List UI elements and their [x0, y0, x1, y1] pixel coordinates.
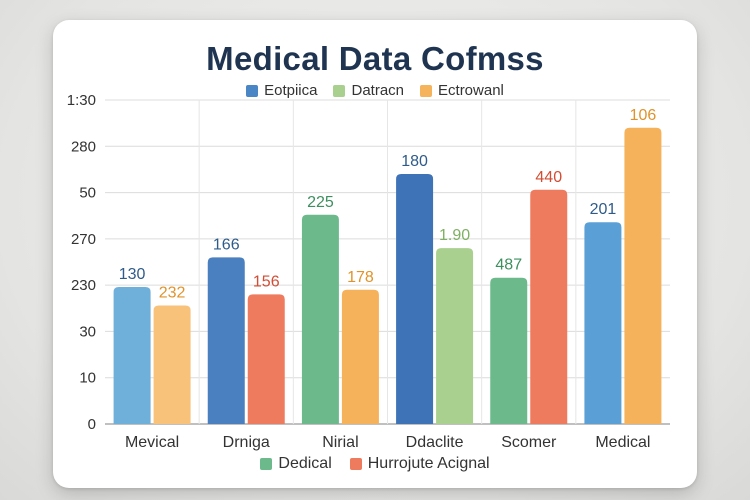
legend-item: Ectrowanl	[420, 82, 504, 99]
legend-label: Eotpiica	[264, 82, 318, 99]
bar	[113, 286, 151, 424]
bar	[396, 174, 434, 424]
bar-value-label: 166	[213, 236, 240, 253]
bar	[247, 294, 285, 424]
y-tick-label: 30	[79, 323, 96, 340]
legend-swatch	[349, 458, 362, 470]
y-tick-label: 0	[88, 416, 96, 433]
bar	[624, 127, 662, 425]
bar	[436, 248, 474, 424]
legend-item: Eotpiica	[246, 82, 317, 99]
legend-swatch	[420, 84, 433, 97]
legend-swatch	[333, 84, 346, 97]
x-tick-label: Mevical	[125, 434, 179, 451]
bar	[530, 189, 568, 424]
bar-labels: 130 232 166 156 225 178 180 1.90 487 440 201 106	[119, 107, 657, 302]
bar	[301, 214, 339, 424]
bar	[341, 289, 379, 424]
y-axis-ticks: 1:30 280 50 270 230 30 10 0	[67, 92, 96, 433]
legend-label: Datracn	[351, 82, 405, 99]
bars	[113, 127, 662, 425]
legend-swatch	[246, 84, 259, 97]
legend-item: Dedical	[260, 455, 332, 473]
legend-label: Dedical	[278, 455, 332, 472]
bar-value-label: 180	[401, 153, 428, 170]
x-tick-label: Scomer	[501, 434, 557, 451]
bar-value-label: 201	[590, 201, 617, 218]
x-tick-label: Ddaclite	[406, 434, 464, 451]
y-tick-label: 1:30	[67, 92, 96, 109]
bar-value-label: 487	[495, 257, 522, 274]
legend-label: Ectrowanl	[438, 82, 504, 99]
bar	[207, 257, 245, 424]
bar-value-label: 440	[535, 169, 562, 186]
bar-value-label: 232	[159, 285, 186, 302]
y-tick-label: 280	[71, 138, 96, 155]
x-axis-ticks: Mevical Drniga Nirial Ddaclite Scomer Medical	[125, 434, 651, 451]
grid	[105, 99, 670, 425]
chart-title: Medical Data Cofmss	[206, 40, 544, 77]
bar	[153, 305, 191, 424]
y-tick-label: 10	[79, 370, 96, 387]
legend-label: Hurrojute Acignal	[367, 455, 490, 472]
bar	[490, 277, 528, 424]
y-tick-label: 230	[71, 277, 96, 294]
bar	[584, 222, 622, 424]
y-tick-label: 270	[71, 231, 96, 248]
y-tick-label: 50	[79, 185, 96, 202]
bar-value-label: 106	[630, 107, 657, 124]
bar-value-label: 225	[307, 194, 334, 211]
x-tick-label: Nirial	[322, 434, 358, 451]
x-tick-label: Medical	[595, 434, 650, 451]
legend-swatch	[260, 458, 273, 470]
bar-value-label: 1.90	[439, 227, 470, 244]
legend-item: Hurrojute Acignal	[349, 455, 490, 473]
legend-bottom: Dedical Hurrojute Acignal	[0, 455, 750, 473]
legend-top: Eotpiica Datracn Ectrowanl	[0, 82, 750, 99]
bar-value-label: 156	[253, 273, 280, 290]
x-tick-label: Drniga	[223, 434, 270, 451]
bar-value-label: 130	[119, 266, 146, 283]
legend-item: Datracn	[333, 82, 404, 99]
bar-value-label: 178	[347, 269, 374, 286]
